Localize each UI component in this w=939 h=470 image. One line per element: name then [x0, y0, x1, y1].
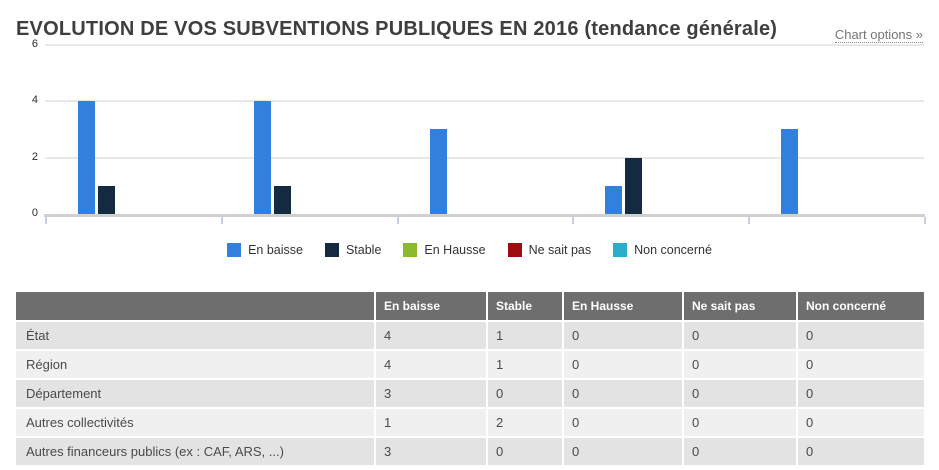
value-cell-non-concerne: 0	[798, 322, 924, 349]
value-cell-en-baisse: 1	[376, 409, 486, 436]
page-title: EVOLUTION DE VOS SUBVENTIONS PUBLIQUES E…	[16, 18, 778, 41]
header-cell-non-concerne: Non concerné	[798, 292, 924, 320]
y-axis-label-6: 6	[31, 37, 38, 50]
legend-label: En baisse	[248, 243, 303, 257]
value-cell-ne-sait-pas: 0	[684, 351, 796, 378]
y-axis-label-4: 4	[31, 94, 38, 107]
legend-label: En Hausse	[424, 243, 486, 257]
value-cell-en-hausse: 0	[564, 409, 682, 436]
header-cell-empty	[16, 292, 374, 320]
value-cell-stable: 1	[488, 351, 562, 378]
value-cell-stable: 2	[488, 409, 562, 436]
bar-stable-region	[273, 186, 291, 214]
legend-item-en-baisse: En baisse	[227, 243, 303, 257]
row-label-cell: Région	[16, 351, 374, 378]
bar-en-baisse-departement	[429, 129, 447, 214]
value-cell-en-hausse: 0	[564, 322, 682, 349]
bar-en-baisse-region	[253, 101, 271, 214]
bar-en-baisse-autres-financeurs-publics-ex-caf-ars	[781, 129, 799, 214]
x-axis-tick	[748, 217, 751, 224]
value-cell-en-baisse: 4	[376, 351, 486, 378]
table-row-etat: État 4 1 0 0 0	[16, 322, 924, 349]
gridline-y-4	[45, 100, 924, 103]
value-cell-en-hausse: 0	[564, 380, 682, 407]
header-cell-en-hausse: En Hausse	[564, 292, 682, 320]
bar-stable-etat	[98, 186, 115, 214]
row-label-cell: Autres collectivités	[16, 409, 374, 436]
chart-options-link[interactable]: Chart options »	[834, 27, 923, 43]
value-cell-stable: 0	[488, 380, 562, 407]
legend-swatch-stable	[324, 243, 339, 257]
y-axis-label-2: 2	[31, 150, 38, 163]
chart-legend: En baisse Stable En Hausse Ne sait pas Non c…	[0, 243, 939, 257]
value-cell-non-concerne: 0	[798, 438, 924, 465]
table-header: En baisse Stable En Hausse Ne sait pas Non c…	[16, 292, 924, 320]
row-label-cell: État	[16, 322, 374, 349]
value-cell-en-baisse: 3	[376, 438, 486, 465]
legend-item-non-concerne: Non concerné	[613, 243, 712, 257]
x-axis-tick	[45, 217, 47, 224]
table-row-region: Région 4 1 0 0 0	[16, 351, 924, 378]
header-cell-stable: Stable	[488, 292, 562, 320]
x-axis-tick	[572, 217, 575, 224]
row-label-cell: Autres financeurs publics (ex : CAF, ARS…	[16, 438, 374, 465]
table-row-autres-financeurs-publics-ex-caf-ars: Autres financeurs publics (ex : CAF, ARS…	[16, 438, 924, 465]
value-cell-ne-sait-pas: 0	[684, 322, 796, 349]
row-label-cell: Département	[16, 380, 374, 407]
legend-swatch-en-hausse	[403, 243, 418, 257]
value-cell-stable: 1	[488, 322, 562, 349]
legend-item-ne-sait-pas: Ne sait pas	[507, 243, 592, 257]
value-cell-non-concerne: 0	[798, 380, 924, 407]
legend-label: Ne sait pas	[528, 243, 592, 257]
legend-label: Stable	[345, 243, 382, 257]
results-table: En baisse Stable En Hausse Ne sait pas Non c…	[14, 290, 926, 467]
legend-item-en-hausse: En Hausse	[403, 243, 486, 257]
header-cell-en-baisse: En baisse	[376, 292, 486, 320]
value-cell-ne-sait-pas: 0	[684, 409, 796, 436]
header-cell-ne-sait-pas: Ne sait pas	[684, 292, 796, 320]
value-cell-stable: 0	[488, 438, 562, 465]
legend-label: Non concerné	[634, 243, 712, 257]
x-axis-tick	[924, 217, 926, 224]
value-cell-en-baisse: 3	[376, 380, 486, 407]
legend-swatch-non-concerne	[613, 243, 628, 257]
table-row-departement: Département 3 0 0 0 0	[16, 380, 924, 407]
legend-swatch-ne-sait-pas	[507, 243, 522, 257]
value-cell-non-concerne: 0	[798, 409, 924, 436]
value-cell-ne-sait-pas: 0	[684, 380, 796, 407]
value-cell-en-baisse: 4	[376, 322, 486, 349]
legend-item-stable: Stable	[324, 243, 382, 257]
bar-en-baisse-autres-collectivites	[605, 186, 623, 214]
bar-stable-autres-collectivites	[625, 158, 643, 214]
x-axis-tick	[220, 217, 223, 224]
bar-en-baisse-etat	[78, 101, 95, 214]
gridline-y-2	[45, 156, 924, 159]
table-row-autres-collectivites: Autres collectivités 1 2 0 0 0	[16, 409, 924, 436]
legend-swatch-en-baisse	[227, 243, 242, 257]
table-body: État 4 1 0 0 0 Région 4 1 0 0 0 Département 3 0 0 0 0 Autr…	[16, 322, 924, 465]
value-cell-non-concerne: 0	[798, 351, 924, 378]
value-cell-en-hausse: 0	[564, 438, 682, 465]
x-axis-tick	[396, 217, 399, 224]
value-cell-ne-sait-pas: 0	[684, 438, 796, 465]
value-cell-en-hausse: 0	[564, 351, 682, 378]
gridline-y-6	[45, 43, 924, 46]
y-axis-label-0: 0	[31, 207, 38, 219]
x-axis-line	[44, 214, 925, 217]
